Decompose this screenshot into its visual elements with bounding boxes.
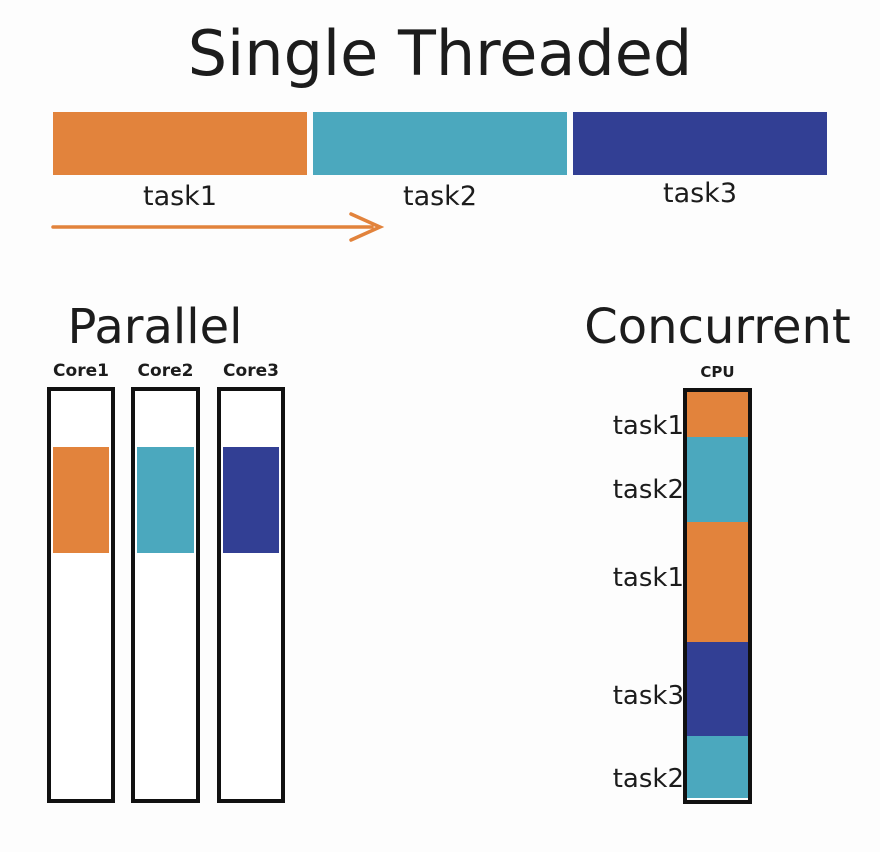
core2-lane: [131, 387, 200, 803]
task1-progress-arrow-icon: [51, 212, 385, 242]
core3-task3-block: [223, 447, 279, 553]
cpu-slice-3-task1: [687, 522, 748, 642]
single-threaded-timeline: [53, 112, 827, 175]
cpu-slice-1-task1: [687, 392, 748, 437]
timeline-segment-task2: [313, 112, 567, 175]
core3-lane: [217, 387, 285, 803]
concurrent-title: Concurrent: [584, 299, 851, 355]
cpu-slice-label-5: task2: [612, 764, 684, 794]
cpu-label: CPU: [700, 363, 735, 381]
core3-label: Core3: [223, 361, 279, 381]
parallel-title: Parallel: [67, 299, 243, 355]
timeline-label-task1: task1: [142, 181, 217, 212]
cpu-slice-4-task3: [687, 642, 748, 736]
core1-task1-block: [53, 447, 109, 553]
cpu-slice-5-task2: [687, 736, 748, 798]
cpu-slice-2-task2: [687, 437, 748, 522]
timeline-segment-task3: [573, 112, 827, 175]
core1-lane: [47, 387, 115, 803]
cpu-lane: [683, 388, 752, 804]
cpu-slice-label-1: task1: [612, 411, 684, 441]
timeline-label-task3: task3: [662, 178, 737, 209]
timeline-segment-task1: [53, 112, 307, 175]
core2-label: Core2: [137, 361, 194, 381]
timeline-label-task2: task2: [402, 181, 477, 212]
core1-label: Core1: [53, 361, 109, 381]
cpu-slice-label-4: task3: [612, 681, 684, 711]
single-threaded-title: Single Threaded: [187, 17, 693, 90]
core2-task2-block: [137, 447, 194, 553]
cpu-slice-label-2: task2: [612, 475, 684, 505]
cpu-slice-label-3: task1: [612, 563, 684, 593]
